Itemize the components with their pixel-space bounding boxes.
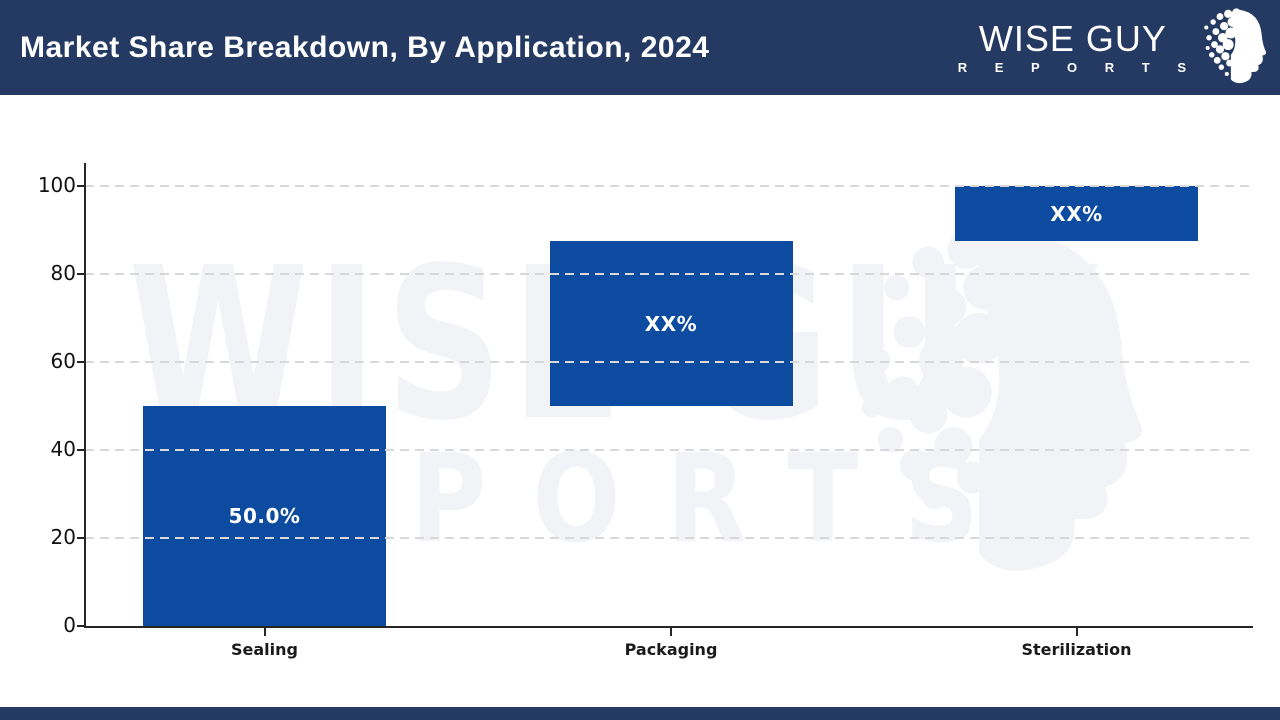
x-tick-mark-packaging	[670, 628, 672, 636]
header-bar: Market Share Breakdown, By Application, …	[0, 0, 1280, 95]
y-tick-label-20: 20	[50, 525, 76, 549]
x-tick-label-sealing: Sealing	[231, 640, 298, 659]
x-axis-line	[84, 626, 1253, 628]
gridline-60	[85, 361, 1253, 363]
x-tick-label-sterilization: Sterilization	[1021, 640, 1132, 659]
y-tick-label-80: 80	[50, 261, 76, 285]
y-tick-mark-80	[77, 273, 85, 275]
logo-head-icon	[1204, 7, 1267, 83]
gridline-80	[85, 273, 1253, 275]
logo-text: WISE GUY R E P O R T S	[948, 18, 1198, 75]
y-tick-mark-40	[77, 449, 85, 451]
y-tick-mark-20	[77, 537, 85, 539]
x-tick-label-packaging: Packaging	[624, 640, 718, 659]
y-tick-label-60: 60	[50, 349, 76, 373]
y-tick-label-0: 0	[63, 613, 76, 637]
bar-value-label: 50.0%	[228, 504, 301, 528]
y-axis-line	[84, 163, 86, 628]
footer-bar	[0, 707, 1280, 720]
x-tick-mark-sterilization	[1075, 628, 1078, 636]
bar-packaging: XX%	[549, 241, 793, 406]
bar-value-label: XX%	[1050, 201, 1103, 226]
watermark-head-icon	[855, 224, 1142, 571]
wise-guy-reports-logo: WISE GUY R E P O R T S	[948, 7, 1280, 89]
bar-sterilization: XX%	[955, 186, 1198, 241]
x-tick-mark-sealing	[263, 628, 266, 636]
bar-value-label: XX%	[644, 311, 698, 336]
gridline-20	[85, 537, 1253, 539]
gridline-100	[85, 185, 1253, 187]
y-tick-mark-60	[77, 361, 85, 363]
y-tick-mark-0	[77, 625, 85, 627]
y-tick-mark-100	[77, 185, 85, 187]
logo-wordmark: WISE GUY	[978, 18, 1167, 59]
y-tick-label-100: 100	[37, 173, 76, 197]
bar-sealing: 50.0%	[143, 406, 386, 626]
logo-subtitle: R E P O R T S	[957, 60, 1198, 75]
gridline-40	[85, 449, 1253, 451]
y-tick-label-40: 40	[50, 437, 76, 461]
chart-title: Market Share Breakdown, By Application, …	[20, 30, 710, 64]
